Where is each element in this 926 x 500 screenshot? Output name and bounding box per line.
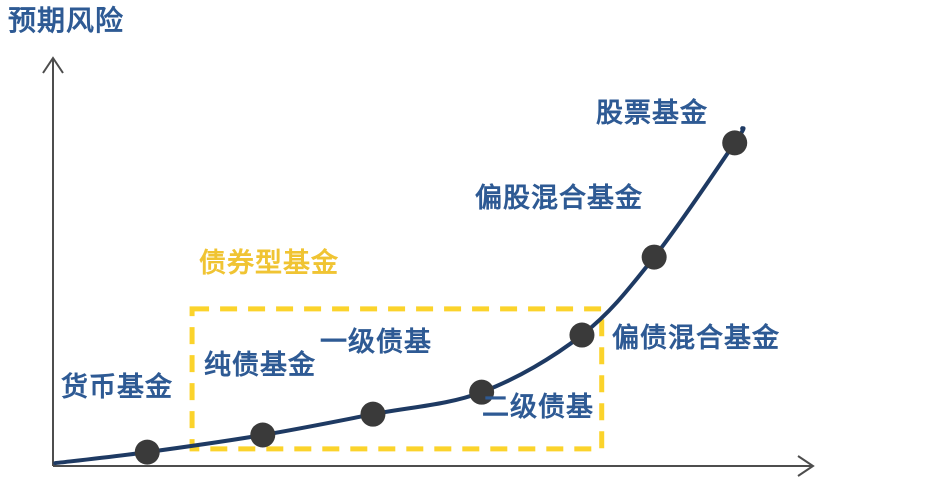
equity-biased-hybrid-fund-label: 偏股混合基金 <box>475 183 643 214</box>
data-point-1 <box>250 422 276 448</box>
tier2-bond-fund-label: 二级债基 <box>482 392 594 423</box>
data-point-5 <box>641 244 667 270</box>
tier1-bond-fund-label: 一级债基 <box>320 327 432 358</box>
bond-funds-group-box <box>189 306 605 452</box>
y-axis-title: 预期风险 <box>8 4 125 37</box>
data-point-2 <box>360 401 386 427</box>
risk-curve <box>53 126 746 466</box>
equity-fund-label: 股票基金 <box>596 98 708 129</box>
y-axis-arrow-icon <box>42 56 64 74</box>
data-point-0 <box>134 439 160 465</box>
money-fund-label: 货币基金 <box>61 372 173 403</box>
bond-biased-hybrid-fund-label: 偏债混合基金 <box>612 323 780 354</box>
data-point-3 <box>469 379 495 405</box>
bond-type-funds-group-label: 债券型基金 <box>199 248 339 279</box>
data-point-4 <box>569 322 595 348</box>
pure-bond-fund-label: 纯债基金 <box>204 350 316 381</box>
data-point-6 <box>722 130 748 156</box>
x-axis-arrow-icon <box>797 455 815 477</box>
